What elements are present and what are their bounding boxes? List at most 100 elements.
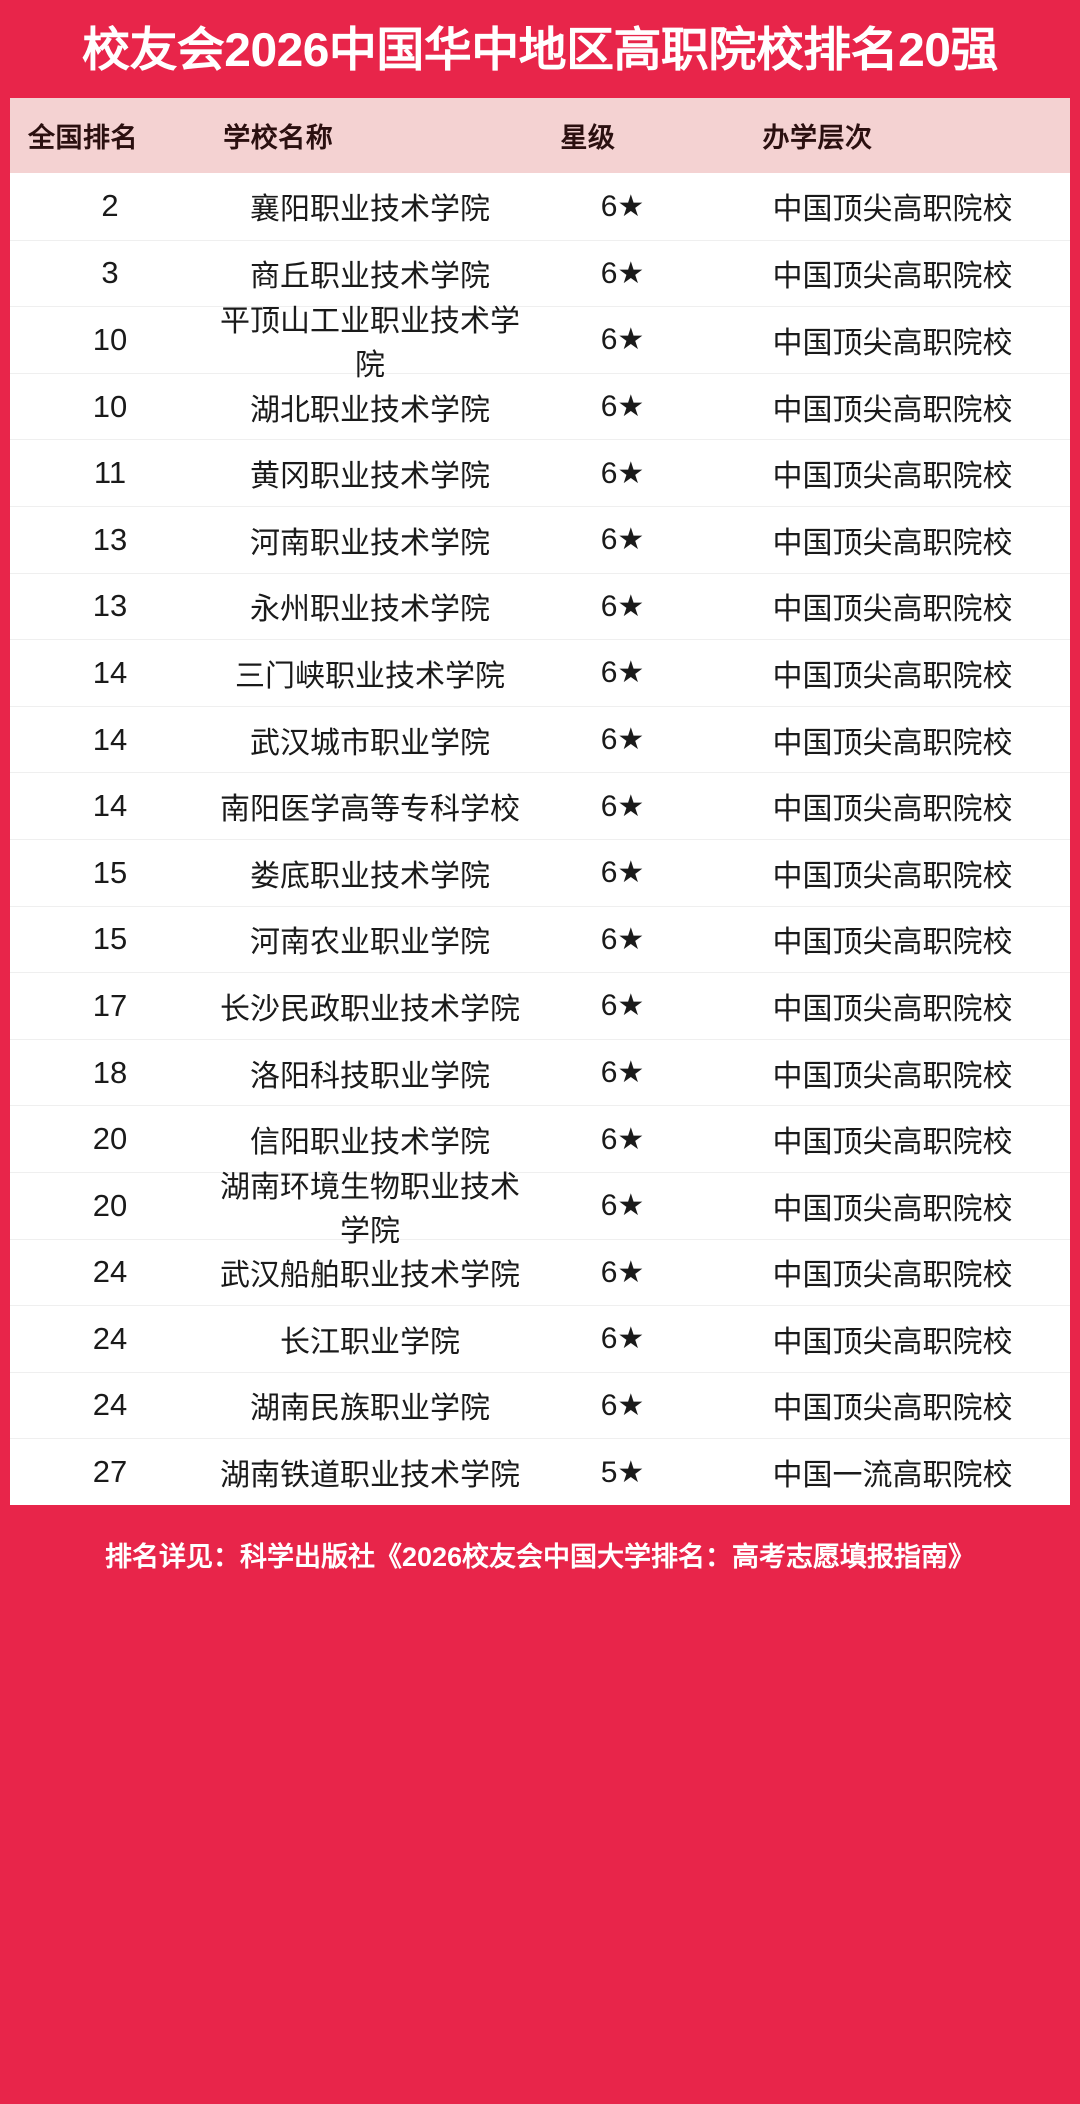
cell-star: 6★ <box>600 989 645 1023</box>
cell-rank: 14 <box>92 788 128 824</box>
table-row: 14 武汉城市职业学院 6★ 中国顶尖高职院校 <box>10 705 1070 773</box>
cell-rank: 20 <box>92 1187 128 1223</box>
table-row: 10 平顶山工业职业技术学院 6★ 中国顶尖高职院校 <box>10 305 1070 382</box>
column-header-star: 星级 <box>560 123 616 153</box>
cell-rank: 24 <box>92 1387 128 1423</box>
cell-rank: 10 <box>92 388 128 424</box>
cell-star: 6★ <box>600 723 645 757</box>
cell-school: 洛阳科技职业学院 <box>250 1059 490 1093</box>
table-row: 2 襄阳职业技术学院 6★ 中国顶尖高职院校 <box>10 173 1070 240</box>
table-row: 11 黄冈职业技术学院 6★ 中国顶尖高职院校 <box>10 439 1070 506</box>
cell-level: 中国顶尖高职院校 <box>772 593 1013 627</box>
table-row: 27 湖南铁道职业技术学院 5★ 中国一流高职院校 <box>10 1438 1070 1505</box>
cell-rank: 15 <box>92 921 128 957</box>
cell-rank: 27 <box>92 1454 128 1490</box>
cell-school: 信阳职业技术学院 <box>250 1126 490 1160</box>
cell-school: 河南职业技术学院 <box>250 526 490 560</box>
table-row: 10 湖北职业技术学院 6★ 中国顶尖高职院校 <box>10 372 1070 440</box>
cell-school: 三门峡职业技术学院 <box>235 659 505 693</box>
cell-school: 河南农业职业学院 <box>250 926 490 960</box>
cell-star: 6★ <box>600 256 645 290</box>
cell-school: 长沙民政职业技术学院 <box>220 992 520 1026</box>
cell-star: 6★ <box>600 656 645 690</box>
table-row: 24 武汉船舶职业技术学院 6★ 中国顶尖高职院校 <box>10 1238 1070 1306</box>
cell-rank: 10 <box>92 321 128 357</box>
cell-star: 6★ <box>600 922 645 956</box>
cell-level: 中国顶尖高职院校 <box>772 859 1013 893</box>
table-row: 17 长沙民政职业技术学院 6★ 中国顶尖高职院校 <box>10 972 1070 1039</box>
table-row: 13 永州职业技术学院 6★ 中国顶尖高职院校 <box>10 572 1070 640</box>
table-row: 24 湖南民族职业学院 6★ 中国顶尖高职院校 <box>10 1371 1070 1439</box>
table-body: 2 襄阳职业技术学院 6★ 中国顶尖高职院校 3 商丘职业技术学院 6★ 中国顶尖高职院校 10… <box>10 173 1070 1505</box>
cell-school: 湖南民族职业学院 <box>250 1392 490 1426</box>
cell-rank: 3 <box>101 255 119 291</box>
cell-level: 中国顶尖高职院校 <box>772 726 1013 760</box>
cell-level: 中国顶尖高职院校 <box>772 1059 1013 1093</box>
cell-rank: 2 <box>101 188 119 224</box>
cell-rank: 14 <box>92 721 128 757</box>
cell-star: 6★ <box>600 856 645 890</box>
table-row: 14 南阳医学高等专科学校 6★ 中国顶尖高职院校 <box>10 772 1070 839</box>
cell-school: 湖北职业技术学院 <box>250 393 490 427</box>
footer-bar: 排名详见：科学出版社《2026校友会中国大学排名：高考志愿填报指南》 <box>0 1504 1080 1605</box>
cell-school: 湖南环境生物职业技术学院 <box>220 1170 520 1248</box>
cell-rank: 14 <box>92 654 128 690</box>
table-row: 14 三门峡职业技术学院 6★ 中国顶尖高职院校 <box>10 639 1070 706</box>
table-header-row: 全国排名 学校名称 星级 办学层次 <box>10 98 1070 173</box>
cell-rank: 20 <box>92 1121 128 1157</box>
cell-level: 中国顶尖高职院校 <box>772 526 1013 560</box>
table-row: 15 娄底职业技术学院 6★ 中国顶尖高职院校 <box>10 838 1070 906</box>
cell-level: 中国顶尖高职院校 <box>772 992 1013 1026</box>
cell-star: 6★ <box>600 523 645 557</box>
page-title: 校友会2026中国华中地区高职院校排名20强 <box>82 22 998 76</box>
cell-star: 6★ <box>600 1122 645 1156</box>
table-row: 3 商丘职业技术学院 6★ 中国顶尖高职院校 <box>10 239 1070 307</box>
cell-school: 黄冈职业技术学院 <box>250 460 490 494</box>
column-header-level: 办学层次 <box>762 123 873 153</box>
cell-rank: 18 <box>92 1054 128 1090</box>
cell-level: 中国顶尖高职院校 <box>772 1325 1013 1359</box>
cell-level: 中国顶尖高职院校 <box>772 460 1013 494</box>
title-bar: 校友会2026中国华中地区高职院校排名20强 <box>0 0 1080 98</box>
cell-school: 武汉城市职业学院 <box>250 726 490 760</box>
cell-school: 长江职业学院 <box>280 1325 460 1359</box>
cell-star: 6★ <box>600 189 645 223</box>
cell-level: 中国顶尖高职院校 <box>772 1192 1013 1226</box>
cell-star: 6★ <box>600 1255 645 1289</box>
table-row: 15 河南农业职业学院 6★ 中国顶尖高职院校 <box>10 905 1070 973</box>
cell-level: 中国顶尖高职院校 <box>772 1126 1013 1160</box>
table-row: 24 长江职业学院 6★ 中国顶尖高职院校 <box>10 1305 1070 1372</box>
cell-star: 6★ <box>600 589 645 623</box>
cell-level: 中国一流高职院校 <box>772 1459 1013 1493</box>
cell-rank: 13 <box>92 588 128 624</box>
cell-star: 6★ <box>600 323 645 357</box>
cell-star: 6★ <box>600 789 645 823</box>
cell-level: 中国顶尖高职院校 <box>772 926 1013 960</box>
cell-rank: 13 <box>92 521 128 557</box>
column-header-school: 学校名称 <box>223 123 334 153</box>
cell-school: 娄底职业技术学院 <box>250 859 490 893</box>
ranking-table: 全国排名 学校名称 星级 办学层次 2 襄阳职业技术学院 6★ 中国顶尖高职院校 3 商丘… <box>10 98 1070 1505</box>
cell-school: 南阳医学高等专科学校 <box>220 793 520 827</box>
cell-star: 6★ <box>600 1388 645 1422</box>
cell-level: 中国顶尖高职院校 <box>772 1259 1013 1293</box>
cell-star: 6★ <box>600 1322 645 1356</box>
table-row: 20 信阳职业技术学院 6★ 中国顶尖高职院校 <box>10 1105 1070 1172</box>
column-header-rank: 全国排名 <box>28 123 138 153</box>
cell-rank: 17 <box>92 987 128 1023</box>
cell-star: 6★ <box>600 1056 645 1090</box>
cell-level: 中国顶尖高职院校 <box>772 793 1013 827</box>
cell-level: 中国顶尖高职院校 <box>772 193 1013 227</box>
footer-note: 排名详见：科学出版社《2026校友会中国大学排名：高考志愿填报指南》 <box>104 1542 976 1573</box>
table-row: 20 湖南环境生物职业技术学院 6★ 中国顶尖高职院校 <box>10 1171 1070 1248</box>
cell-level: 中国顶尖高职院校 <box>772 393 1013 427</box>
cell-school: 永州职业技术学院 <box>250 593 490 627</box>
cell-rank: 11 <box>93 455 127 491</box>
cell-level: 中国顶尖高职院校 <box>772 1392 1013 1426</box>
cell-rank: 24 <box>92 1320 128 1356</box>
cell-star: 6★ <box>600 390 645 424</box>
cell-school: 平顶山工业职业技术学院 <box>220 304 520 382</box>
cell-rank: 24 <box>92 1254 128 1290</box>
cell-level: 中国顶尖高职院校 <box>772 260 1013 294</box>
